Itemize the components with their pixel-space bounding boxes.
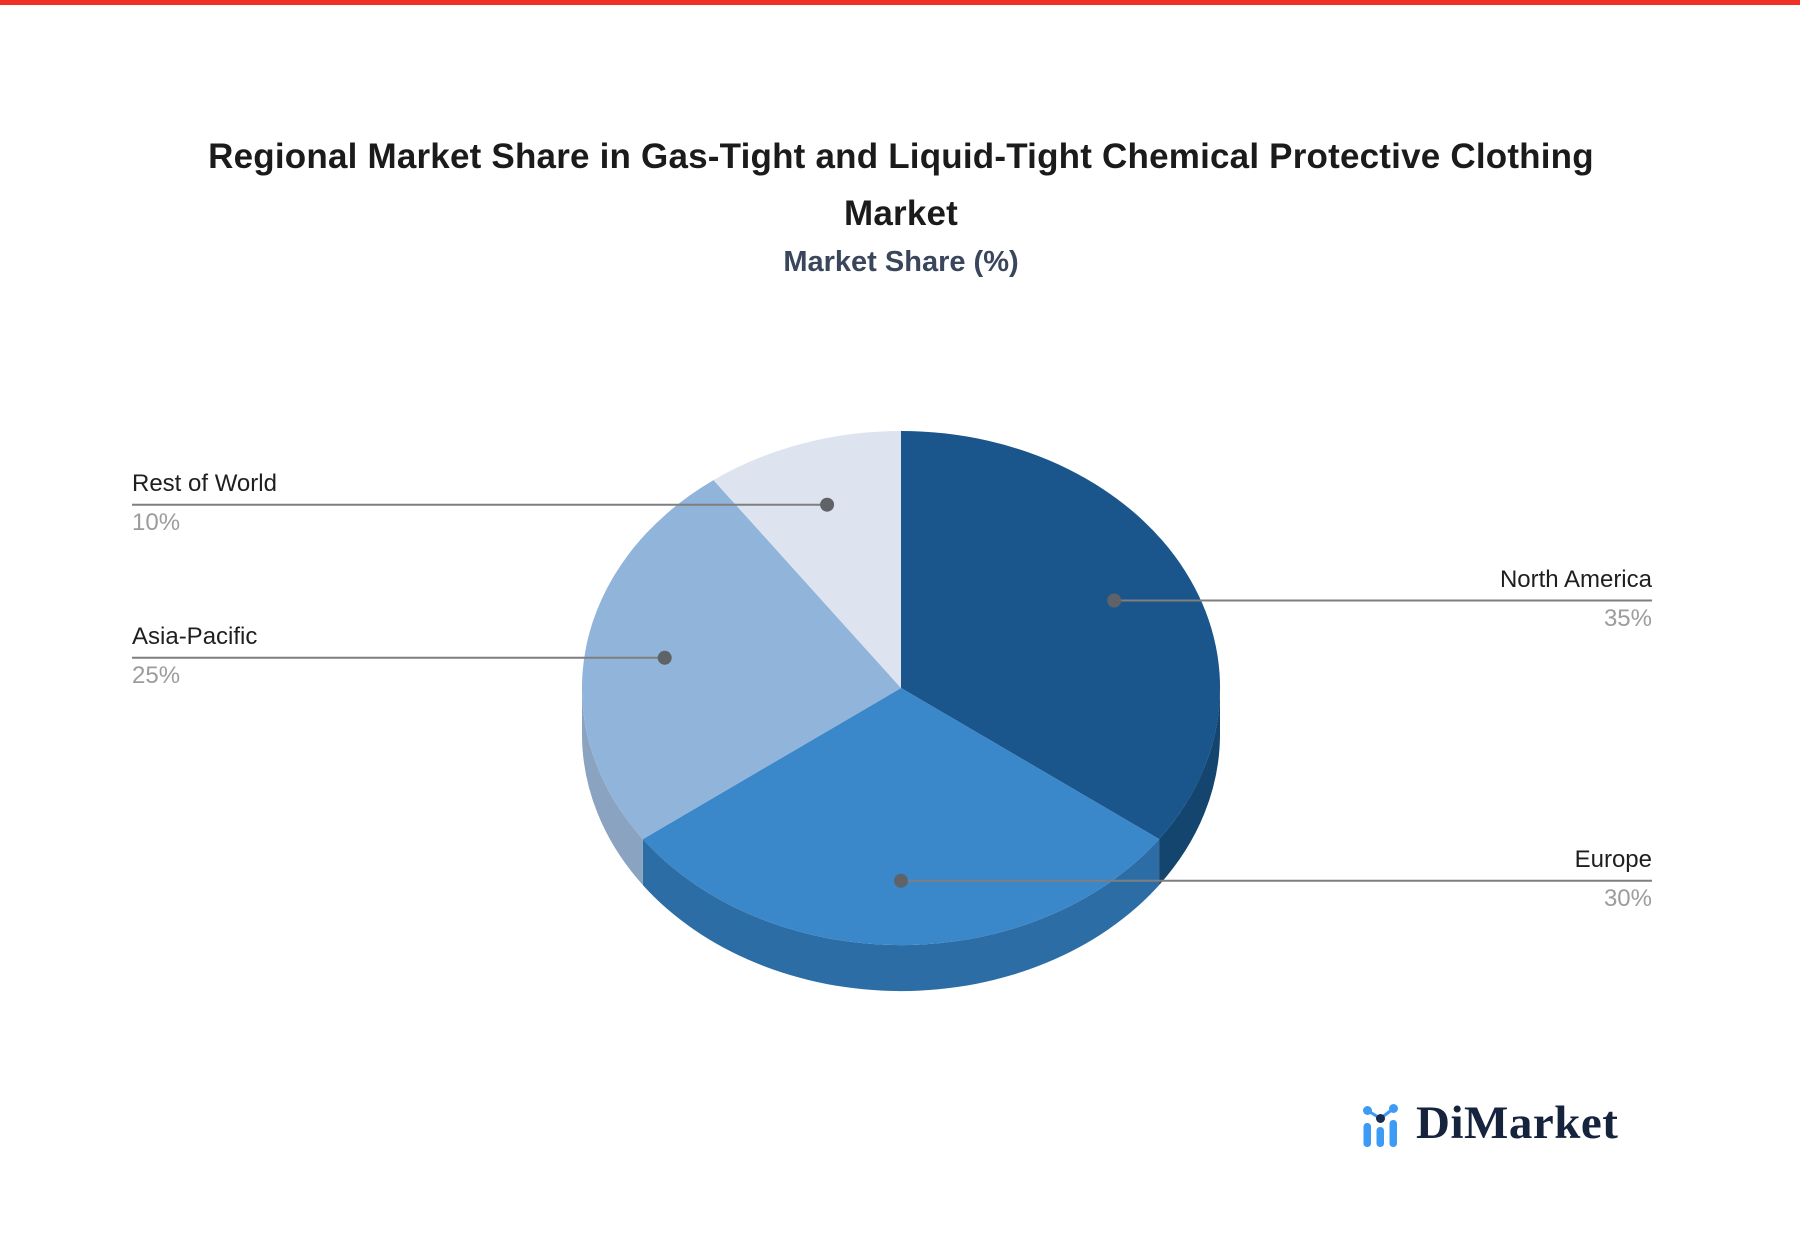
slice-percent: 35% [1603, 604, 1652, 632]
dimarket-logo-icon [1363, 1104, 1398, 1147]
slice-label-rest-of-world: Rest of World 10% [132, 469, 277, 535]
slice-name: Europe [1574, 845, 1652, 873]
leader-dot [820, 497, 835, 512]
pie-slice-north-america[interactable] [901, 431, 1221, 840]
pie-slice-side [582, 688, 643, 886]
dimarket-logo-text: DiMarket [1416, 1097, 1619, 1149]
leader-dot [894, 873, 908, 888]
slice-label-north-america: North America 35% [1500, 565, 1652, 631]
pie-slice-rest-of-world[interactable] [713, 431, 902, 688]
chart-title-line1: Regional Market Share in Gas-Tight and L… [208, 137, 1594, 176]
slice-percent: 25% [132, 661, 181, 689]
pie-slice-asia-pacific[interactable] [581, 480, 901, 840]
pie-slice-side [642, 839, 1160, 992]
chart-title: Regional Market Share in Gas-Tight and L… [151, 128, 1651, 242]
chart-title-line2: Market [843, 194, 959, 233]
leader-dot [1107, 593, 1122, 608]
leader-dot [657, 650, 672, 665]
slice-name: Rest of World [132, 469, 277, 497]
slice-percent: 30% [1603, 884, 1652, 912]
slice-percent: 10% [132, 508, 181, 536]
chart-subtitle: Market Share (%) [783, 246, 1019, 278]
top-accent-bar [0, 0, 1800, 5]
dimarket-logo: DiMarket [1363, 1099, 1618, 1147]
pie-slice-side [1159, 688, 1221, 886]
slice-label-asia-pacific: Asia-Pacific 25% [132, 622, 257, 688]
slice-name: Asia-Pacific [132, 622, 258, 650]
slice-name: North America [1499, 565, 1652, 593]
slice-label-europe: Europe 30% [1575, 845, 1652, 911]
